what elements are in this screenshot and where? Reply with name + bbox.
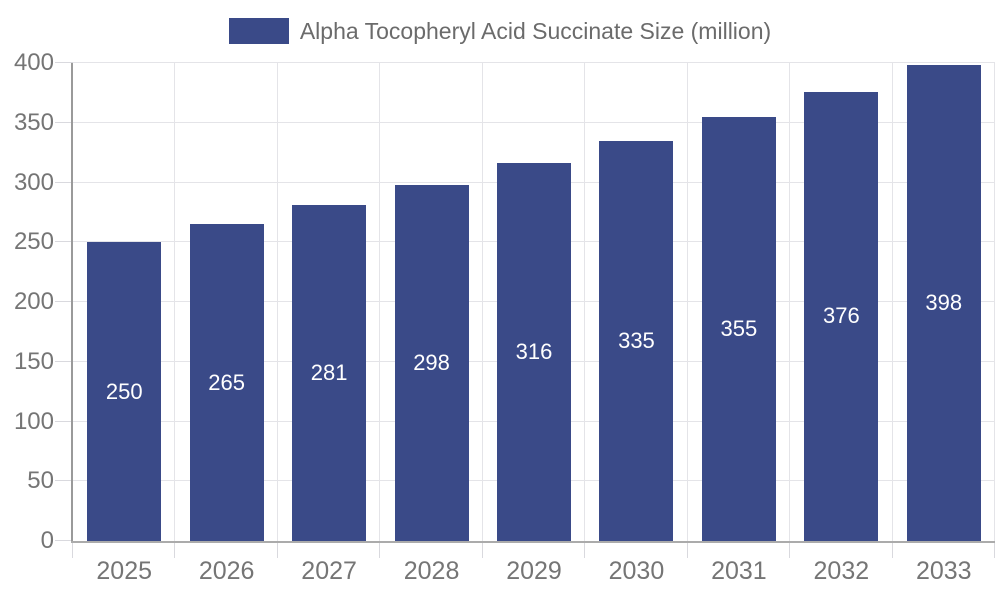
x-axis-tick xyxy=(379,543,381,558)
y-axis-label: 100 xyxy=(13,407,54,435)
bar-2028[interactable] xyxy=(394,184,469,541)
bar-value-label: 298 xyxy=(413,349,450,375)
x-axis-tick xyxy=(994,543,995,558)
bar-value-label: 265 xyxy=(208,369,246,395)
x-axis-tick xyxy=(174,543,176,558)
y-axis-label: 150 xyxy=(13,347,54,375)
x-axis-tick xyxy=(584,543,586,558)
y-axis-tick xyxy=(55,301,73,302)
x-axis-label-2028: 2028 xyxy=(403,557,460,585)
x-axis-tick xyxy=(789,543,791,558)
bar-2025[interactable] xyxy=(87,242,162,541)
y-axis-line xyxy=(71,63,73,541)
x-axis-tick xyxy=(72,543,73,558)
y-axis-label: 50 xyxy=(27,467,54,495)
bar-value-label: 316 xyxy=(515,339,553,365)
y-axis-tick xyxy=(55,62,73,63)
x-gridline xyxy=(994,63,995,541)
x-gridline xyxy=(481,63,483,541)
x-gridline xyxy=(891,63,893,541)
bar-value-label: 250 xyxy=(105,378,143,404)
bar-value-label: 376 xyxy=(822,303,860,329)
bar-value-label: 398 xyxy=(925,290,963,316)
y-gridline xyxy=(73,62,995,63)
y-axis-tick xyxy=(55,540,73,541)
y-axis-label: 400 xyxy=(13,49,54,76)
x-axis-tick xyxy=(686,543,688,558)
x-axis-tick xyxy=(891,543,893,558)
x-axis-line xyxy=(71,541,995,543)
y-axis-tick xyxy=(55,420,73,422)
bar-value-label: 335 xyxy=(618,327,655,353)
y-axis-tick xyxy=(55,241,73,243)
x-gridline xyxy=(276,63,278,541)
legend[interactable]: Alpha Tocopheryl Acid Succinate Size (mi… xyxy=(0,18,1000,44)
y-axis-tick xyxy=(55,360,73,362)
y-axis-label: 300 xyxy=(13,168,54,196)
bar-2031[interactable] xyxy=(701,116,776,541)
x-axis-label-2030: 2030 xyxy=(608,557,665,585)
y-axis-tick xyxy=(55,181,73,183)
bar-2027[interactable] xyxy=(292,205,367,541)
legend-label: Alpha Tocopheryl Acid Succinate Size (mi… xyxy=(299,18,772,44)
x-axis-label-2032: 2032 xyxy=(813,557,870,585)
y-axis-label: 250 xyxy=(13,228,54,256)
bar-value-label: 355 xyxy=(720,315,758,341)
bar-2030[interactable] xyxy=(599,140,674,541)
y-gridline xyxy=(73,121,995,123)
legend-swatch-icon xyxy=(228,18,289,44)
y-axis-tick xyxy=(55,480,73,482)
bar-2026[interactable] xyxy=(189,224,264,541)
x-axis-label-2031: 2031 xyxy=(711,557,767,585)
x-axis-label-2026: 2026 xyxy=(198,557,255,585)
bar-value-label: 281 xyxy=(310,360,348,386)
bar-2029[interactable] xyxy=(497,163,571,541)
y-axis-label: 200 xyxy=(13,288,54,315)
x-axis-label-2027: 2027 xyxy=(301,557,357,585)
y-axis-label: 0 xyxy=(40,527,54,554)
x-gridline xyxy=(686,63,688,541)
bar-2032[interactable] xyxy=(804,91,879,541)
x-axis-label-2025: 2025 xyxy=(96,557,153,585)
x-gridline xyxy=(584,63,586,541)
bar-2033[interactable] xyxy=(906,65,981,541)
x-gridline xyxy=(379,63,381,541)
x-gridline xyxy=(789,63,791,541)
x-axis-label-2029: 2029 xyxy=(506,557,562,585)
x-axis-tick xyxy=(481,543,483,558)
x-gridline xyxy=(174,63,176,541)
x-axis-label-2033: 2033 xyxy=(915,557,972,585)
x-axis-tick xyxy=(276,543,278,558)
y-axis-label: 350 xyxy=(13,108,54,136)
y-axis-tick xyxy=(55,121,73,123)
